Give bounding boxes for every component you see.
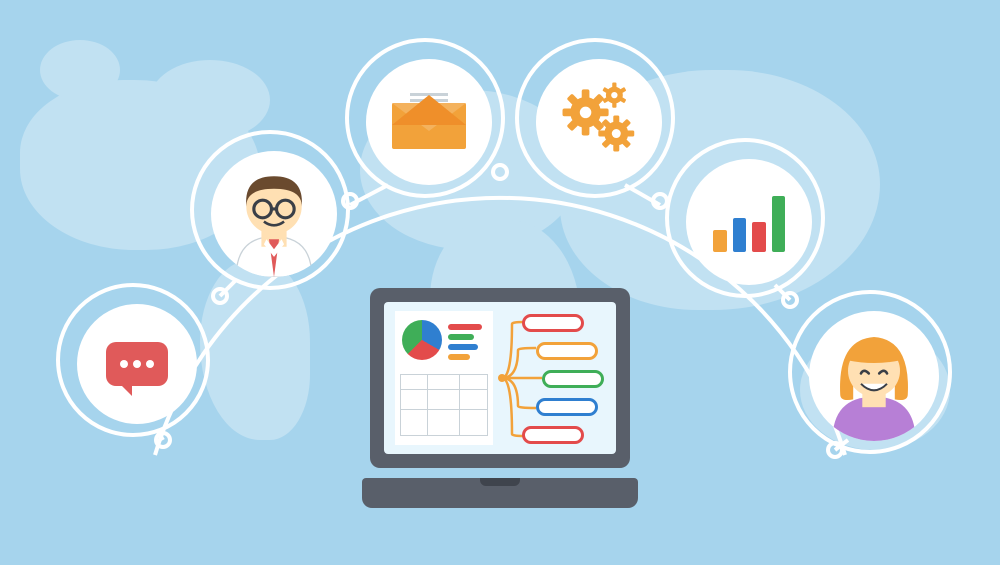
bubble-gears <box>515 38 675 198</box>
branch-pill <box>536 342 598 360</box>
infographic-stage <box>0 0 1000 565</box>
bubble-envelope <box>345 38 505 198</box>
chat-icon <box>106 342 168 386</box>
laptop-base <box>362 478 638 508</box>
branch-pill <box>542 370 604 388</box>
arc-node <box>491 163 509 181</box>
gears-icon <box>551 74 647 170</box>
laptop-screen <box>370 288 630 468</box>
bubble-chat <box>56 283 210 437</box>
arc-node <box>154 431 172 449</box>
laptop <box>362 288 638 508</box>
branch-pill <box>522 314 584 332</box>
woman-avatar-icon <box>809 311 939 441</box>
branch-pill <box>522 426 584 444</box>
bubble-bars <box>665 138 825 298</box>
envelope-icon <box>392 95 466 149</box>
bubble-man <box>190 130 350 290</box>
arc-node <box>781 291 799 309</box>
man-avatar-icon <box>211 151 337 277</box>
bar-chart-icon <box>713 192 785 252</box>
arc-node <box>211 287 229 305</box>
branch-pill <box>536 398 598 416</box>
bubble-woman <box>788 290 952 454</box>
